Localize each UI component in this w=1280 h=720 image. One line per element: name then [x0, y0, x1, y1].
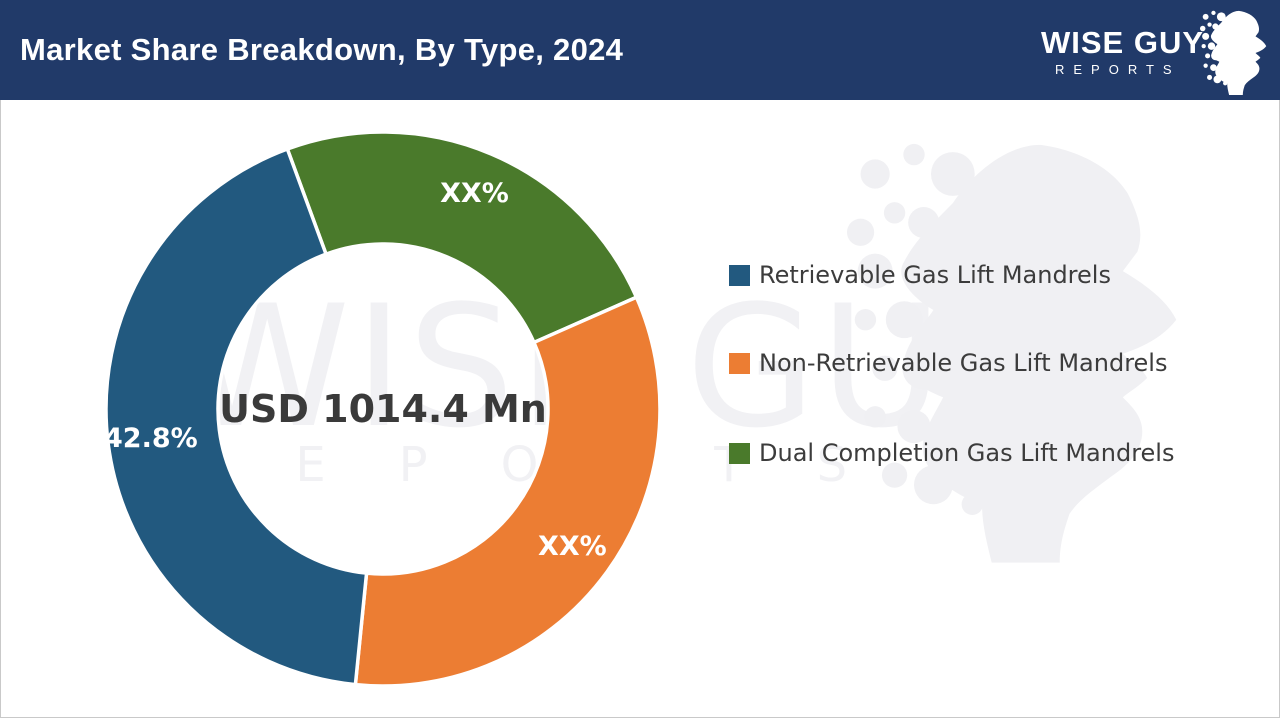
- slice-value-label: XX%: [538, 531, 607, 562]
- donut-slice: [104, 147, 369, 687]
- title-bar: Market Share Breakdown, By Type, 2024 WI…: [0, 0, 1280, 100]
- brand-subtitle: REPORTS: [1055, 62, 1181, 77]
- legend-swatch-green: [729, 442, 750, 464]
- chart-area: WISE GUY REPORTS XX%XX%42.8%USD 1014.4 M…: [0, 100, 1280, 718]
- donut-slice: [353, 295, 662, 688]
- legend-label: Retrievable Gas Lift Mandrels: [759, 261, 1111, 289]
- wiseguy-head-icon: [1199, 10, 1267, 95]
- brand-logo: WISE GUY REPORTS: [1041, 27, 1204, 77]
- brand-name: WISE GUY: [1041, 25, 1205, 60]
- slice-value-label: XX%: [440, 178, 509, 209]
- legend-item-non-retrievable: Non-Retrievable Gas Lift Mandrels: [729, 349, 1168, 377]
- legend-label: Non-Retrievable Gas Lift Mandrels: [759, 349, 1168, 377]
- donut-slice: [285, 130, 639, 345]
- legend-swatch-orange: [729, 352, 750, 374]
- page-title: Market Share Breakdown, By Type, 2024: [20, 32, 624, 67]
- legend-label: Dual Completion Gas Lift Mandrels: [759, 439, 1175, 467]
- donut-center-value: USD 1014.4 Mn: [219, 387, 547, 431]
- legend-swatch-blue: [729, 264, 750, 286]
- legend-item-dual-completion: Dual Completion Gas Lift Mandrels: [729, 439, 1175, 467]
- slice-value-label: 42.8%: [104, 423, 198, 454]
- donut-chart: XX% XX% 42.8% USD 1014.4 Mn: [104, 130, 662, 688]
- legend-item-retrievable: Retrievable Gas Lift Mandrels: [729, 261, 1111, 289]
